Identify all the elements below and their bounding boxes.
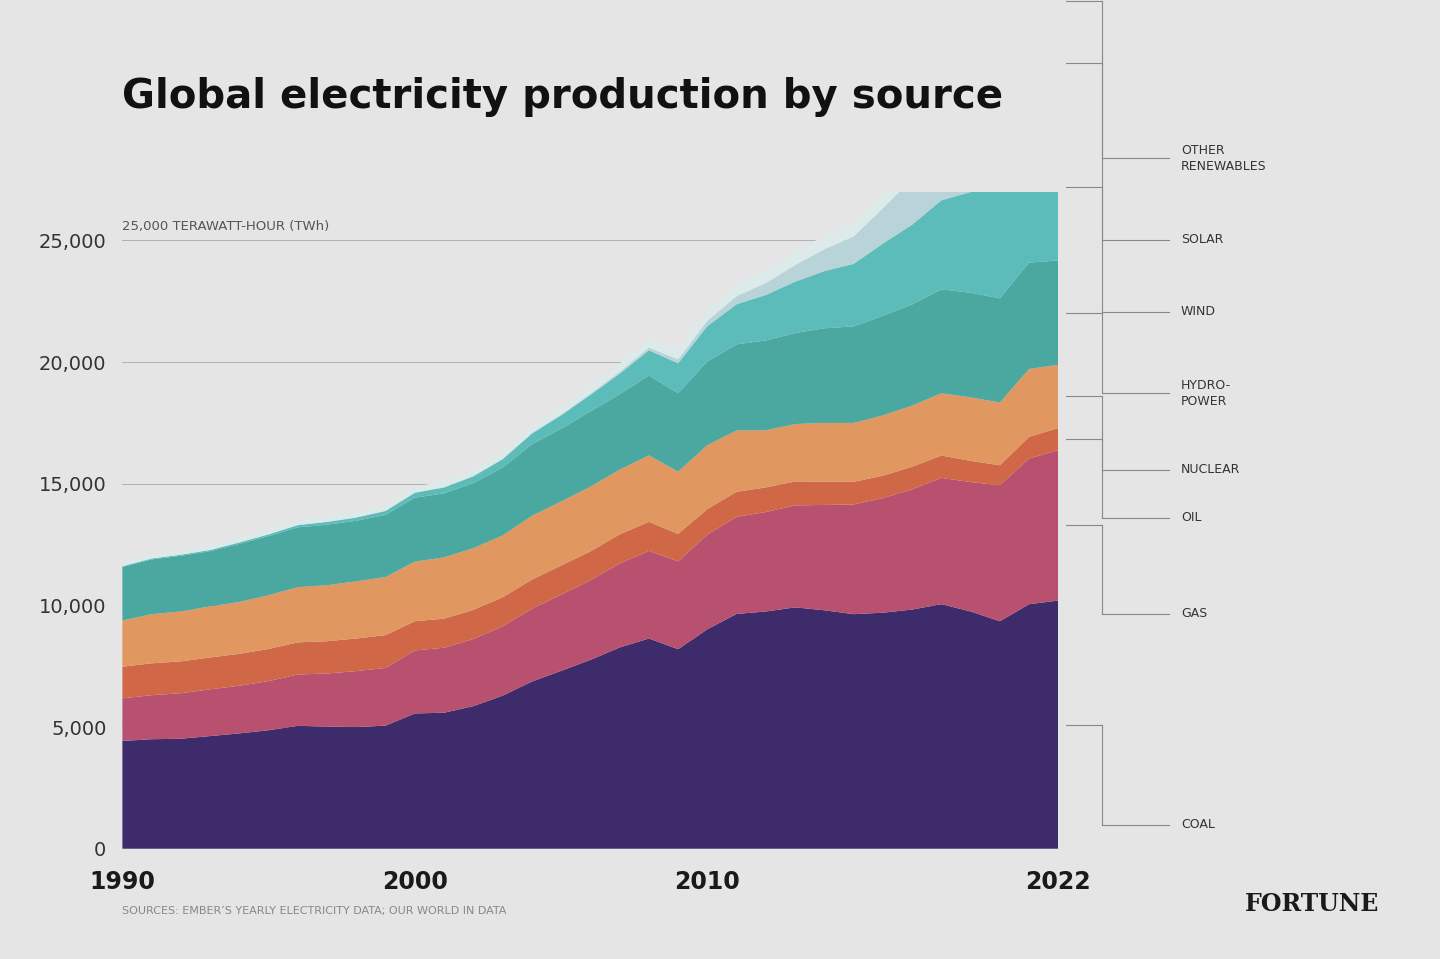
Text: NUCLEAR: NUCLEAR xyxy=(1181,463,1240,477)
Text: Global electricity production by source: Global electricity production by source xyxy=(122,77,1004,117)
Text: SOLAR: SOLAR xyxy=(1181,233,1223,246)
Text: GAS: GAS xyxy=(1181,607,1207,620)
Text: COAL: COAL xyxy=(1181,818,1215,831)
Text: SOURCES: EMBER’S YEARLY ELECTRICITY DATA; OUR WORLD IN DATA: SOURCES: EMBER’S YEARLY ELECTRICITY DATA… xyxy=(122,906,507,916)
Text: FORTUNE: FORTUNE xyxy=(1246,892,1380,916)
Text: HYDRO-
POWER: HYDRO- POWER xyxy=(1181,379,1231,408)
Text: 25,000 TERAWATT-HOUR (TWh): 25,000 TERAWATT-HOUR (TWh) xyxy=(122,221,330,233)
Text: OIL: OIL xyxy=(1181,511,1201,525)
Text: WIND: WIND xyxy=(1181,305,1215,318)
Text: OTHER
RENEWABLES: OTHER RENEWABLES xyxy=(1181,144,1266,173)
